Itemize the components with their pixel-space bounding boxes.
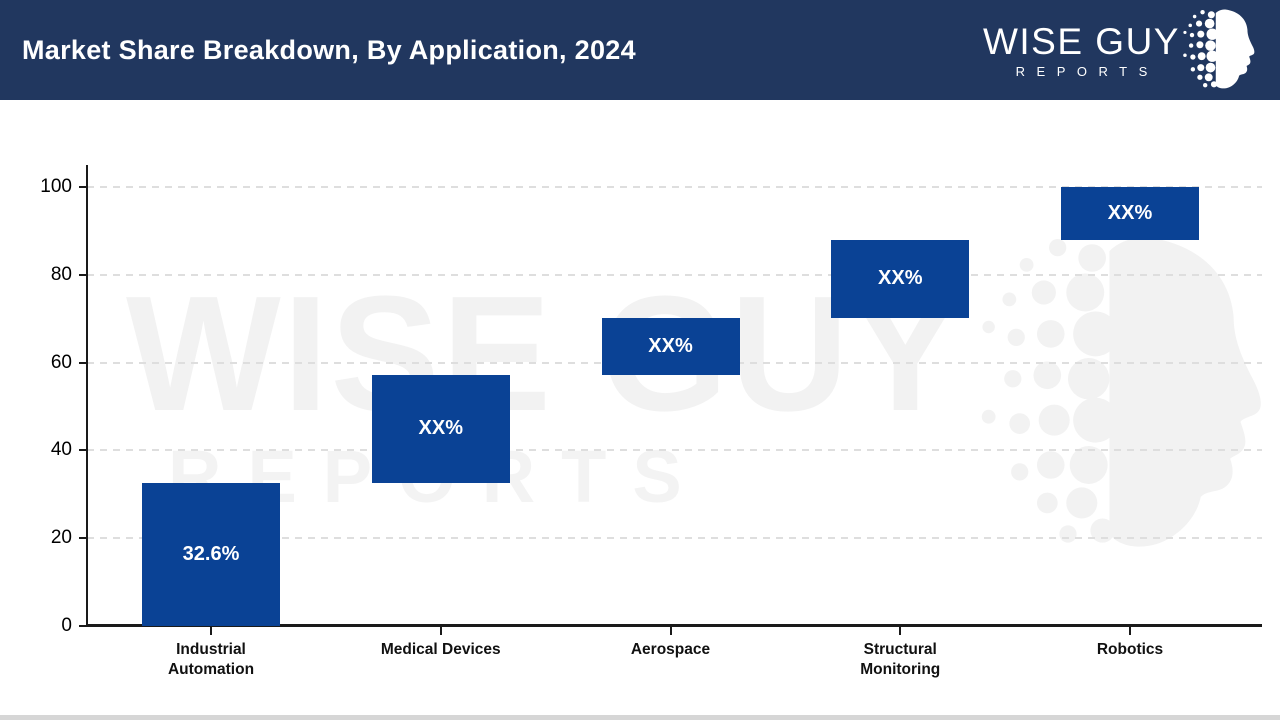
x-axis-category-label: Aerospace [630, 641, 711, 658]
y-axis-tick-label: 100 [40, 176, 72, 197]
watermark-head-icon [981, 237, 1261, 547]
y-axis-tick-label: 80 [50, 263, 72, 285]
y-axis-tick [79, 361, 87, 364]
gridline [87, 273, 1262, 276]
x-axis-category-label: Medical Devices [380, 641, 501, 658]
bar-value-label: XX% [418, 417, 463, 440]
x-axis-tick [210, 627, 212, 635]
footer-divider [0, 715, 1280, 720]
bar-value-label: XX% [878, 267, 923, 290]
header-bar: Market Share Breakdown, By Application, … [0, 0, 1280, 100]
x-axis-tick [439, 627, 442, 635]
brand-subname: REPORTS [1015, 63, 1159, 79]
waterfall-bar: 32.6% [142, 482, 280, 626]
bar-value-label: XX% [1107, 202, 1153, 225]
y-axis-tick-label: 40 [50, 439, 72, 461]
waterfall-bar: XX% [601, 317, 740, 375]
x-axis-tick [899, 627, 902, 635]
brand-logo: WISE GUY REPORTS [983, 6, 1258, 94]
bar-value-label: XX% [648, 334, 693, 357]
waterfall-bar: XX% [371, 374, 510, 483]
y-axis-tick [79, 273, 87, 276]
y-axis-tick [79, 186, 87, 188]
x-axis-category-label: Structural Monitoring [860, 641, 941, 678]
brand-name: WISE GUY [982, 20, 1180, 62]
y-axis-tick [79, 537, 87, 540]
gridline [87, 537, 1262, 540]
x-axis-category-label: Robotics [1096, 641, 1164, 658]
waterfall-bar: XX% [831, 240, 970, 318]
y-axis-tick-label: 0 [61, 615, 72, 636]
page-title: Market Share Breakdown, By Application, … [22, 34, 636, 65]
y-axis-tick-label: 20 [50, 527, 72, 549]
bar-value-label: 32.6% [182, 542, 240, 565]
x-axis-category-label: Industrial Automation [167, 641, 255, 678]
watermark-text-primary: WISE GUY [126, 262, 963, 445]
gridline [87, 449, 1262, 452]
dotted-head-logo-icon [1183, 9, 1255, 89]
y-axis-tick [79, 625, 87, 627]
brand-logo-text: WISE GUY REPORTS [983, 23, 1180, 78]
gridline [87, 186, 1262, 188]
y-axis-line [86, 165, 88, 626]
y-axis-tick-label: 60 [50, 351, 72, 373]
y-axis-tick [79, 449, 87, 452]
x-axis-tick [1129, 627, 1131, 635]
waterfall-bar: XX% [1061, 187, 1199, 241]
x-axis-tick [669, 627, 672, 635]
x-axis-line [86, 624, 1262, 627]
